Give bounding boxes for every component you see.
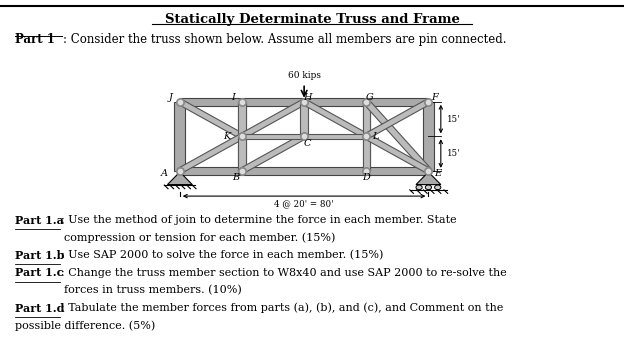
Text: : Use the method of join to determine the force in each member. State: : Use the method of join to determine th… bbox=[61, 215, 456, 225]
Polygon shape bbox=[242, 167, 366, 175]
Polygon shape bbox=[416, 172, 441, 185]
Polygon shape bbox=[304, 133, 366, 139]
Polygon shape bbox=[363, 102, 370, 136]
Polygon shape bbox=[304, 98, 366, 106]
Polygon shape bbox=[238, 102, 246, 171]
Text: Part 1: Part 1 bbox=[15, 33, 55, 46]
Text: forces in truss members. (10%): forces in truss members. (10%) bbox=[64, 285, 241, 295]
Text: D: D bbox=[363, 173, 370, 182]
Polygon shape bbox=[300, 102, 308, 136]
Polygon shape bbox=[240, 134, 306, 173]
Text: : Change the truss member section to W8x40 and use SAP 2000 to re-solve the: : Change the truss member section to W8x… bbox=[61, 268, 507, 277]
Circle shape bbox=[434, 185, 441, 190]
Polygon shape bbox=[174, 102, 185, 171]
Text: possible difference. (5%): possible difference. (5%) bbox=[15, 320, 155, 330]
Text: A: A bbox=[161, 169, 168, 178]
Text: E: E bbox=[434, 169, 441, 178]
Polygon shape bbox=[364, 100, 431, 138]
Polygon shape bbox=[180, 167, 242, 175]
Text: B: B bbox=[232, 173, 240, 182]
Text: compression or tension for each member. (15%): compression or tension for each member. … bbox=[64, 233, 335, 243]
Polygon shape bbox=[242, 98, 304, 106]
Text: G: G bbox=[366, 93, 373, 102]
Circle shape bbox=[426, 185, 432, 190]
Polygon shape bbox=[238, 102, 246, 136]
Text: I: I bbox=[231, 93, 235, 102]
Text: Part 1.d: Part 1.d bbox=[15, 303, 64, 313]
Polygon shape bbox=[363, 136, 370, 171]
Text: H: H bbox=[303, 93, 311, 102]
Polygon shape bbox=[240, 100, 306, 138]
Text: Part 1.b: Part 1.b bbox=[15, 250, 64, 261]
Text: 4 @ 20' = 80': 4 @ 20' = 80' bbox=[275, 199, 334, 209]
Polygon shape bbox=[423, 102, 434, 171]
Text: L: L bbox=[373, 132, 379, 141]
Polygon shape bbox=[178, 100, 244, 138]
Text: : Consider the truss shown below. Assume all members are pin connected.: : Consider the truss shown below. Assume… bbox=[63, 33, 507, 46]
Polygon shape bbox=[366, 167, 429, 175]
Text: 60 kips: 60 kips bbox=[288, 71, 321, 80]
Polygon shape bbox=[167, 172, 192, 185]
Polygon shape bbox=[366, 98, 429, 106]
Polygon shape bbox=[178, 134, 244, 173]
Polygon shape bbox=[238, 136, 246, 171]
Polygon shape bbox=[363, 102, 370, 171]
Polygon shape bbox=[302, 100, 369, 138]
Text: 15': 15' bbox=[447, 115, 461, 124]
Text: Statically Determinate Truss and Frame: Statically Determinate Truss and Frame bbox=[165, 13, 459, 26]
Text: : Use SAP 2000 to solve the force in each member. (15%): : Use SAP 2000 to solve the force in eac… bbox=[61, 250, 383, 260]
Text: F: F bbox=[431, 93, 438, 102]
Polygon shape bbox=[363, 100, 432, 172]
Text: J: J bbox=[168, 93, 172, 102]
Polygon shape bbox=[364, 134, 431, 173]
Text: Part 1.c: Part 1.c bbox=[15, 268, 64, 279]
Text: : Tabulate the member forces from parts (a), (b), and (c), and Comment on the: : Tabulate the member forces from parts … bbox=[61, 303, 503, 313]
Text: K: K bbox=[223, 132, 230, 141]
Text: Part 1.a: Part 1.a bbox=[15, 215, 64, 226]
Text: 15': 15' bbox=[447, 149, 461, 158]
Circle shape bbox=[416, 185, 422, 190]
Text: C: C bbox=[303, 139, 311, 148]
Polygon shape bbox=[242, 133, 304, 139]
Polygon shape bbox=[180, 98, 242, 106]
